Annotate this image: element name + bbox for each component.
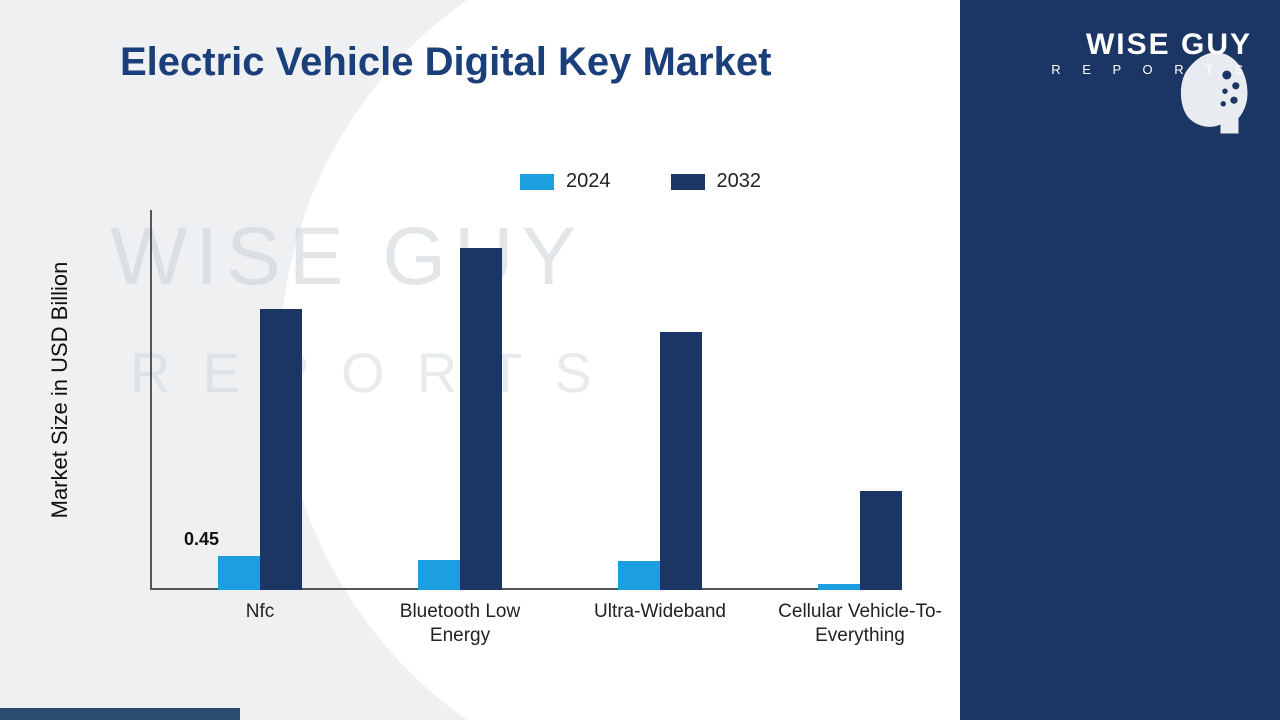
legend-item-2024: 2024	[520, 170, 611, 193]
bar	[460, 248, 502, 590]
bar-value-label: 0.45	[184, 529, 219, 550]
category-label: Bluetooth Low Energy	[370, 590, 550, 648]
plot-area: NfcBluetooth Low EnergyUltra-WidebandCel…	[90, 210, 880, 590]
bar	[860, 491, 902, 590]
brand-head-icon	[1162, 48, 1252, 138]
brand-logo: WISE GUY R E P O R T S	[1051, 28, 1252, 77]
bar-group: Cellular Vehicle-To-Everything	[790, 491, 930, 590]
bar-group: Bluetooth Low Energy	[390, 248, 530, 590]
bar	[618, 561, 660, 590]
legend: 2024 2032	[520, 170, 761, 193]
bar	[660, 332, 702, 590]
bottom-accent-bar	[0, 708, 240, 720]
category-label: Cellular Vehicle-To-Everything	[770, 590, 950, 648]
bar	[218, 556, 260, 590]
bar	[418, 560, 460, 590]
legend-item-2032: 2032	[671, 170, 762, 193]
category-label: Ultra-Wideband	[570, 590, 750, 624]
legend-label-2032: 2032	[717, 170, 762, 193]
legend-label-2024: 2024	[566, 170, 611, 193]
y-axis	[150, 210, 152, 590]
bar	[260, 309, 302, 590]
legend-swatch-2024	[520, 174, 554, 190]
chart-title: Electric Vehicle Digital Key Market	[120, 40, 771, 85]
legend-swatch-2032	[671, 174, 705, 190]
chart-canvas: WISE GUY R E P O R T S WISE GUY REPORTS …	[0, 0, 1280, 720]
category-label: Nfc	[170, 590, 350, 624]
bar-group: Ultra-Wideband	[590, 332, 730, 590]
y-axis-label: Market Size in USD Billion	[47, 262, 73, 519]
